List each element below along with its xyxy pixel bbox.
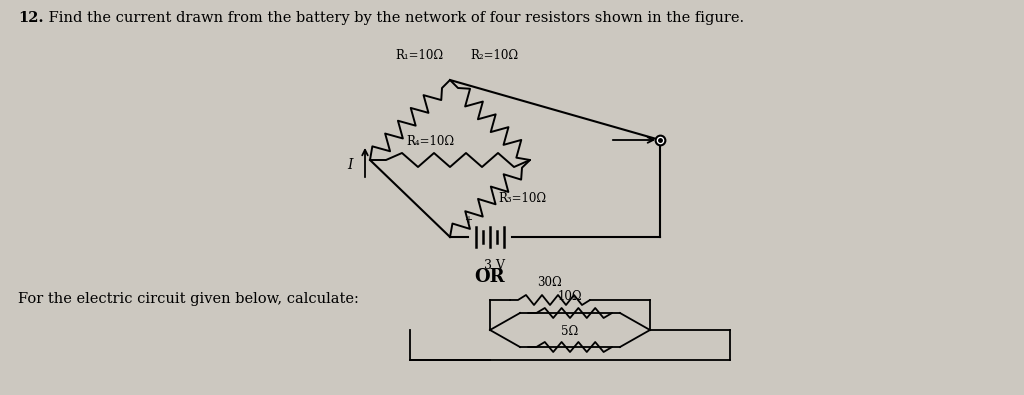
Text: +: + (464, 215, 472, 225)
Text: 12.: 12. (18, 11, 43, 25)
Text: 5Ω: 5Ω (561, 325, 579, 338)
Text: 10Ω: 10Ω (558, 290, 583, 303)
Text: OR: OR (475, 268, 505, 286)
Text: 3 V: 3 V (484, 259, 506, 272)
Text: 30Ω: 30Ω (538, 276, 562, 289)
Text: R₂=10Ω: R₂=10Ω (470, 49, 518, 62)
Text: Find the current drawn from the battery by the network of four resistors shown i: Find the current drawn from the battery … (44, 11, 744, 25)
Text: R₁=10Ω: R₁=10Ω (395, 49, 443, 62)
Text: I: I (347, 158, 353, 172)
Text: For the electric circuit given below, calculate:: For the electric circuit given below, ca… (18, 292, 358, 306)
Text: R₄=10Ω: R₄=10Ω (406, 135, 454, 148)
Text: R₃=10Ω: R₃=10Ω (498, 192, 546, 205)
